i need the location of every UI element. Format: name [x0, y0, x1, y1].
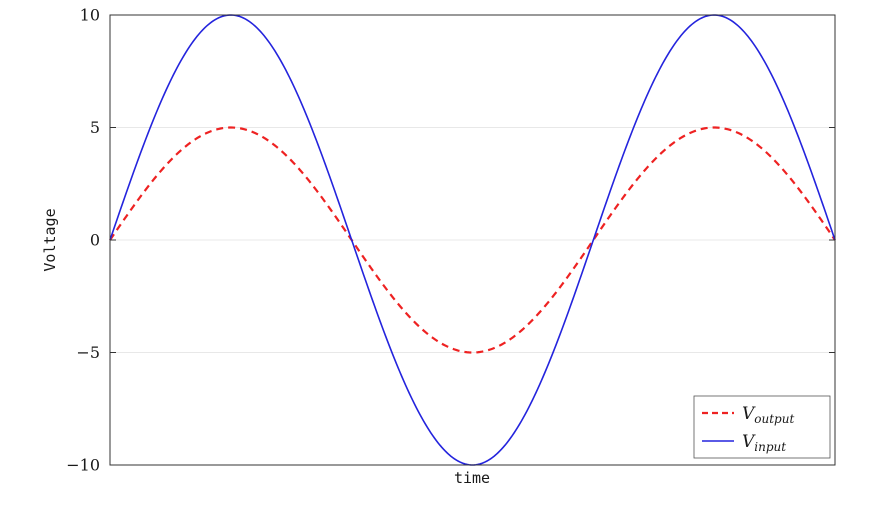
x-axis-label: time [453, 469, 491, 487]
y-axis-label: Voltage [41, 208, 59, 272]
y-tick-label: 0 [90, 231, 100, 250]
y-tick-label: −5 [76, 343, 100, 362]
y-tick-label: 10 [80, 6, 100, 25]
legend-box [693, 395, 831, 459]
y-tick-label: 5 [90, 118, 100, 137]
y-tick-label: −10 [66, 456, 100, 475]
series-line-V_output [109, 126, 836, 354]
